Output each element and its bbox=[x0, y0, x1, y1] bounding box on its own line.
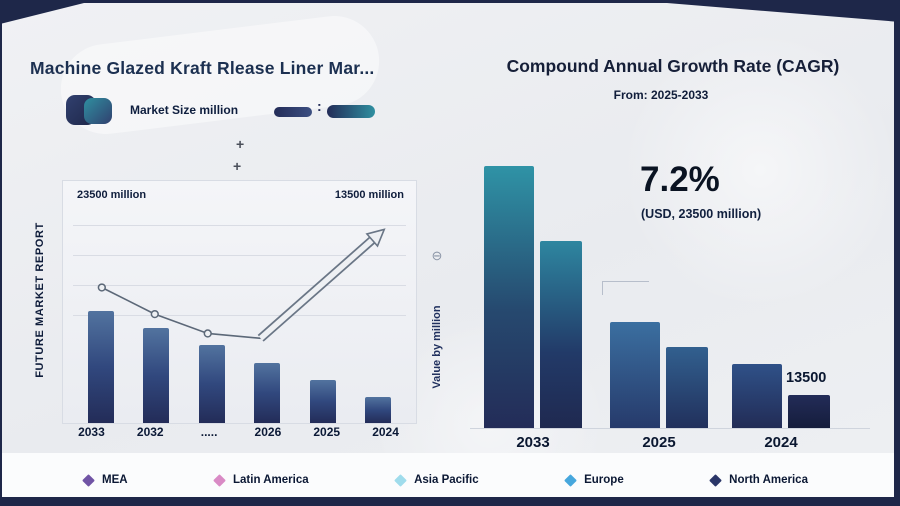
legend-label: North America bbox=[729, 474, 808, 486]
frame-top-bar bbox=[0, 0, 900, 3]
cagr-subtitle: From: 2025-2033 bbox=[613, 88, 709, 102]
cagr-bar-2025-value-high bbox=[610, 322, 660, 428]
legend-pill-decoration bbox=[274, 107, 312, 117]
market-size-icon bbox=[66, 94, 120, 128]
plus-icon: + bbox=[236, 136, 245, 152]
cagr-bar-2033-value-low bbox=[540, 241, 582, 428]
cagr-bar-2024-value-high bbox=[732, 364, 782, 428]
market-size-chart: 23500 million 13500 million bbox=[62, 180, 417, 424]
market-bar-2033 bbox=[87, 311, 114, 423]
plus-icon: + bbox=[233, 158, 242, 174]
legend-label: Europe bbox=[584, 474, 624, 486]
cagr-group-2025 bbox=[610, 322, 708, 428]
gridline bbox=[73, 255, 406, 256]
legend-diamond-icon bbox=[709, 473, 723, 487]
x-axis-label: 2024 bbox=[764, 434, 798, 451]
cagr-axis-baseline bbox=[470, 428, 870, 429]
future-market-report-label: FUTURE MARKET REPORT bbox=[34, 222, 46, 378]
x-axis-label: ..... bbox=[200, 425, 218, 439]
x-axis-label: 2025 bbox=[313, 425, 341, 439]
x-axis-label: 2026 bbox=[254, 425, 282, 439]
legend-item-north-america: North America bbox=[709, 473, 808, 487]
legend-diamond-icon bbox=[394, 473, 407, 487]
cagr-title: Compound Annual Growth Rate (CAGR) bbox=[506, 56, 840, 76]
x-axis-label: 2024 bbox=[372, 425, 399, 439]
cagr-bar-groups bbox=[484, 166, 844, 428]
frame-left-strip bbox=[0, 0, 2, 506]
cagr-bar-2033-value-high bbox=[484, 166, 534, 428]
frame-corner-wedge-right bbox=[630, 0, 900, 22]
left-chart-title: Machine Glazed Kraft Rlease Liner Mar... bbox=[30, 58, 375, 78]
frame-right-strip bbox=[894, 0, 900, 506]
market-bar-2025 bbox=[309, 380, 336, 423]
legend-diamond-icon bbox=[564, 473, 577, 487]
market-bar-2032 bbox=[143, 328, 170, 423]
market-size-bars bbox=[73, 308, 406, 423]
market-bar-..... bbox=[198, 345, 225, 423]
legend-pill-decoration bbox=[327, 105, 375, 118]
x-axis-label: 2033 bbox=[78, 425, 105, 439]
legend-diamond-icon bbox=[82, 473, 95, 487]
cagr-usd-note: (USD, 23500 million) bbox=[641, 207, 762, 221]
market-bar-2026 bbox=[254, 363, 281, 423]
background-glow-shape bbox=[620, 30, 900, 310]
cagr-group-2024 bbox=[732, 364, 830, 428]
legend-label: Latin America bbox=[233, 474, 309, 486]
legend-colon: : bbox=[317, 98, 322, 114]
left-x-axis-labels: 2033 2032..... 2026 2025 2024 bbox=[62, 425, 415, 439]
value-by-million-label: Value by million bbox=[431, 305, 443, 389]
legend-background-band bbox=[2, 453, 894, 497]
frame-bottom-strip bbox=[0, 497, 900, 506]
x-axis-label: 2025 bbox=[642, 434, 676, 451]
annotation-end-value: 13500 million bbox=[334, 189, 404, 201]
legend-label: Asia Pacific bbox=[414, 474, 479, 486]
annotation-start-value: 23500 million bbox=[77, 189, 147, 201]
legend-label: MEA bbox=[102, 474, 128, 486]
icon-cube-teal bbox=[84, 98, 112, 124]
gridline bbox=[73, 285, 406, 286]
legend-item-mea: MEA bbox=[82, 473, 128, 487]
x-axis-label: 2033 bbox=[516, 434, 550, 451]
cagr-percentage: 7.2% bbox=[640, 160, 720, 199]
frame-corner-wedge-left bbox=[0, 0, 96, 24]
right-x-axis-labels: 2033 2025 2024 bbox=[484, 434, 844, 456]
value-2024-label: 13500 bbox=[786, 370, 827, 386]
bracket-decoration bbox=[602, 281, 649, 295]
legend-item-latin-america: Latin America bbox=[213, 473, 309, 487]
x-axis-label: 2032 bbox=[136, 425, 164, 439]
market-bar-2024 bbox=[365, 397, 392, 423]
market-size-legend-label: Market Size million bbox=[130, 103, 239, 117]
gridline bbox=[73, 225, 406, 226]
legend-item-asia-pacific: Asia Pacific bbox=[394, 473, 479, 487]
cagr-bar-2025-value-low bbox=[666, 347, 708, 428]
cagr-bar-2024-value-low bbox=[788, 395, 830, 428]
minus-circle-icon: ⊖ bbox=[431, 248, 443, 263]
legend-item-europe: Europe bbox=[564, 473, 624, 487]
cagr-group-2033 bbox=[484, 166, 582, 428]
region-legend: MEA Latin America Asia Pacific Europe North … bbox=[82, 470, 808, 490]
legend-diamond-icon bbox=[213, 473, 226, 487]
